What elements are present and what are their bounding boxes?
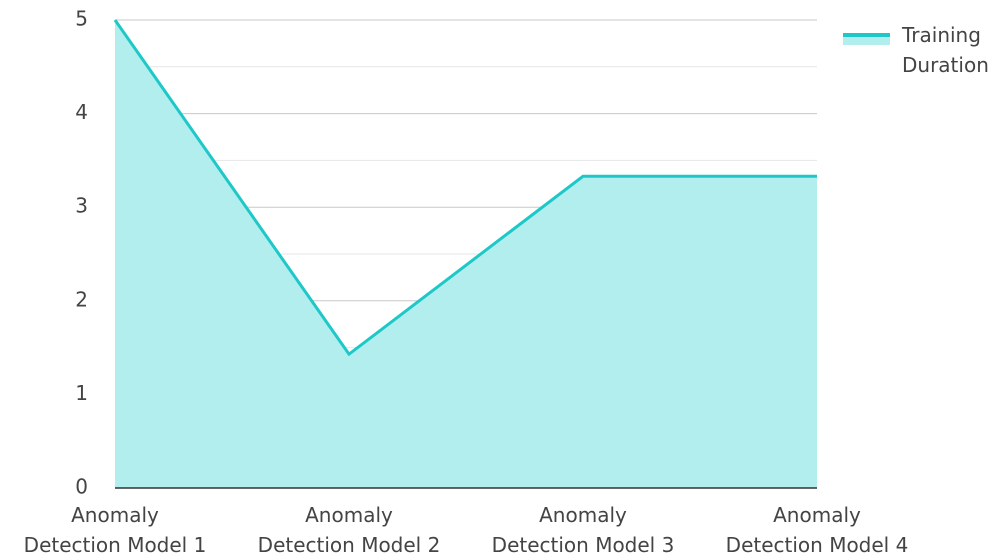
x-tick-label: Anomaly Detection Model 1 <box>23 503 207 557</box>
x-tick-label: Anomaly Detection Model 3 <box>491 503 675 557</box>
legend-label: Training Duration <box>902 23 989 77</box>
y-tick-label: 1 <box>75 381 88 405</box>
area <box>115 20 817 488</box>
y-tick-label: 3 <box>75 194 88 218</box>
y-tick-label: 5 <box>75 7 88 31</box>
y-tick-label: 0 <box>75 475 88 499</box>
x-tick-label: Anomaly Detection Model 2 <box>257 503 441 557</box>
y-tick-label: 2 <box>75 287 88 311</box>
x-tick-label: Anomaly Detection Model 4 <box>725 503 909 557</box>
y-tick-label: 4 <box>75 100 88 124</box>
line <box>113 19 817 357</box>
legend-swatch-fill <box>843 37 890 45</box>
